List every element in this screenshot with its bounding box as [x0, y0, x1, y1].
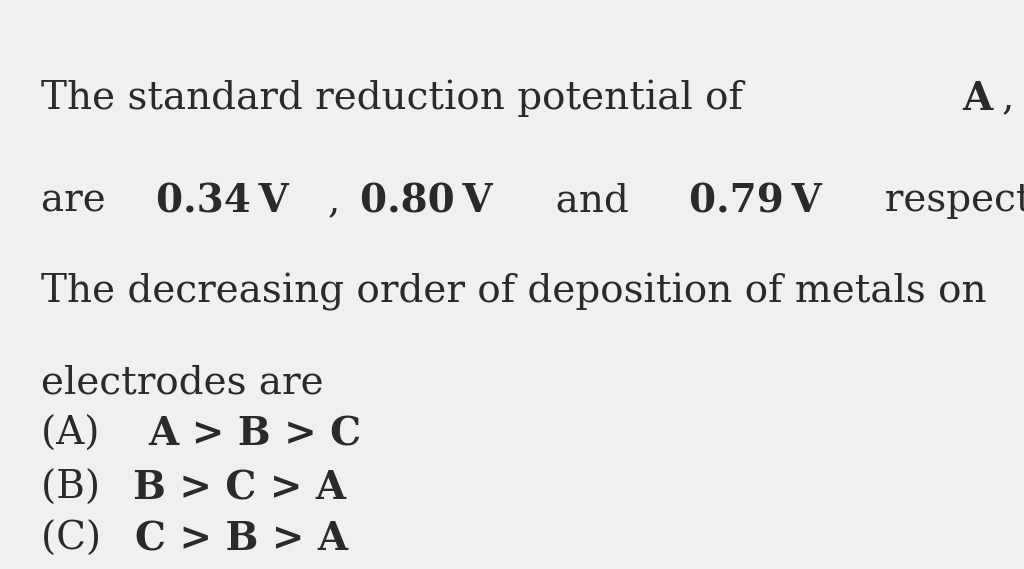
Text: The decreasing order of deposition of metals on: The decreasing order of deposition of me…: [41, 273, 986, 311]
Text: 0.80 V: 0.80 V: [359, 182, 493, 220]
Text: and: and: [530, 182, 653, 219]
Text: A: A: [963, 80, 993, 118]
Text: (A): (A): [41, 415, 124, 452]
Text: (C): (C): [41, 521, 114, 558]
Text: B > C > A: B > C > A: [133, 469, 346, 508]
Text: respectively.: respectively.: [860, 182, 1024, 220]
Text: A > B > C: A > B > C: [148, 415, 361, 453]
Text: 0.79 V: 0.79 V: [689, 182, 822, 220]
Text: The standard reduction potential of: The standard reduction potential of: [41, 80, 756, 117]
Text: electrodes are: electrodes are: [41, 364, 324, 401]
Text: C > B > A: C > B > A: [134, 521, 347, 559]
Text: (B): (B): [41, 469, 113, 506]
Text: ,: ,: [1001, 80, 1024, 117]
Text: ,: ,: [328, 182, 352, 219]
Text: are: are: [41, 182, 130, 219]
Text: 0.34 V: 0.34 V: [157, 182, 289, 220]
